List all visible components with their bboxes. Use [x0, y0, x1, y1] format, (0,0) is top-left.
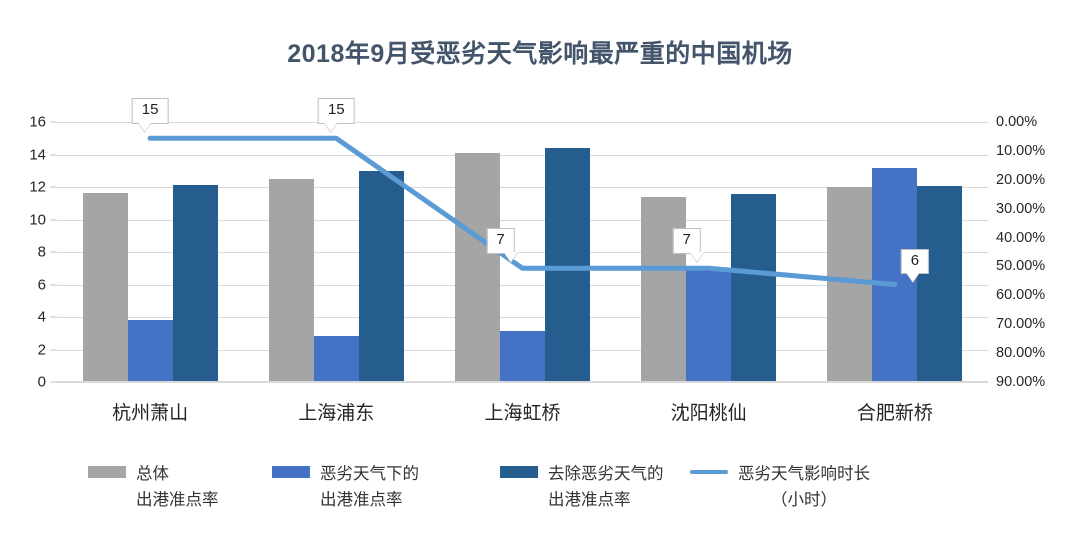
left-axis-tick-mark	[50, 251, 57, 253]
left-axis-tick-mark	[50, 154, 57, 155]
bar-total	[455, 152, 500, 382]
legend-label: 恶劣天气下的 出港准点率	[320, 462, 419, 513]
legend-label: 总体 出港准点率	[136, 462, 219, 513]
left-axis-tick-label: 2	[37, 341, 46, 358]
legend-label-line2: 出港准点率	[320, 490, 403, 509]
right-axis-tick-label: 0.00%	[996, 114, 1038, 130]
legend-label: 恶劣天气影响时长 （小时）	[738, 462, 870, 513]
bar-total	[641, 196, 687, 382]
left-axis-tick-label: 0	[37, 373, 46, 391]
left-axis-tick-label: 8	[37, 243, 46, 261]
legend-label-line1: 总体	[136, 465, 169, 483]
bar-bad	[127, 320, 173, 382]
left-axis-tick-mark	[50, 381, 57, 383]
left-axis-tick-mark	[50, 121, 57, 123]
left-axis-tick-mark	[50, 316, 57, 318]
legend-color-swatch	[272, 466, 310, 478]
legend-label-line2: 出港准点率	[136, 490, 219, 509]
bar-excl	[917, 186, 963, 382]
legend-item[interactable]: 恶劣天气下的 出港准点率	[272, 462, 419, 513]
legend-item[interactable]: 去除恶劣天气的 出港准点率	[500, 462, 664, 513]
category-label: 上海虹桥	[484, 403, 561, 424]
legend-label-line2: 出港准点率	[548, 490, 631, 509]
bar-total	[268, 178, 314, 382]
right-axis-tick-label: 90.00%	[996, 374, 1046, 390]
right-axis-tick-label: 20.00%	[996, 171, 1046, 188]
data-label-callout: 6	[900, 248, 930, 282]
bar-excl	[731, 194, 777, 382]
right-axis-tick-label: 80.00%	[996, 345, 1046, 362]
right-axis-tick-label: 60.00%	[996, 287, 1046, 304]
right-axis-tick-label: 50.00%	[996, 258, 1046, 275]
bar-excl	[545, 148, 590, 382]
legend-label-line1: 去除恶劣天气的	[548, 465, 664, 483]
data-label-callout: 7	[672, 228, 704, 262]
right-axis-tick-label: 40.00%	[996, 229, 1046, 246]
bar-bad	[313, 335, 359, 382]
left-axis-tick-mark	[50, 186, 57, 188]
category-label: 合肥新桥	[856, 403, 933, 424]
left-axis-tick-label: 4	[37, 308, 46, 326]
gridline	[57, 382, 988, 383]
left-axis-tick-mark	[50, 219, 57, 220]
right-axis-tick-label: 30.00%	[996, 200, 1046, 217]
data-label-callout: 7	[486, 228, 518, 262]
left-axis-tick-label: 6	[37, 276, 46, 293]
legend-line-swatch	[690, 470, 728, 474]
data-label-callout: 15	[131, 98, 169, 132]
gridline	[57, 317, 988, 318]
callout-tail	[503, 251, 518, 262]
right-axis-tick-label: 70.00%	[996, 316, 1046, 333]
callout-tail	[689, 251, 704, 262]
callout-tail	[905, 272, 920, 282]
data-label-callout: 15	[317, 98, 355, 132]
legend-label: 去除恶劣天气的 出港准点率	[548, 462, 664, 513]
legend-item[interactable]: 总体 出港准点率	[88, 462, 219, 513]
bar-total	[82, 192, 128, 382]
left-axis-tick-label: 10	[29, 211, 46, 228]
legend-label-line1: 恶劣天气下的	[320, 465, 419, 483]
category-label: 沈阳桃仙	[670, 403, 747, 424]
bar-bad	[686, 269, 732, 382]
legend-color-swatch	[500, 466, 538, 478]
legend-item[interactable]: 恶劣天气影响时长 （小时）	[690, 462, 870, 513]
left-axis-tick-label: 12	[29, 178, 46, 196]
legend-color-swatch	[88, 466, 126, 478]
bar-excl	[358, 170, 404, 382]
left-axis-tick-mark	[50, 349, 57, 350]
bar-total	[827, 187, 873, 382]
right-axis-tick-label: 10.00%	[996, 142, 1046, 159]
category-label: 上海浦东	[298, 403, 375, 424]
chart-legend: 总体 出港准点率 恶劣天气下的 出港准点率 去除恶劣天气的 出港准点率 恶劣天气影响时长 （小…	[0, 462, 1080, 542]
category-axis-line	[57, 381, 988, 382]
duration-line-path	[147, 135, 898, 287]
gridline	[57, 154, 988, 156]
category-label: 杭州萧山	[112, 403, 189, 424]
gridline	[57, 122, 988, 123]
bar-bad	[500, 330, 545, 382]
bar-excl	[172, 185, 218, 382]
legend-label-line1: 恶劣天气影响时长	[738, 465, 870, 483]
chart-title: 2018年9月受恶劣天气影响最严重的中国机场	[287, 40, 793, 68]
left-axis-tick-label: 16	[29, 113, 46, 131]
callout-tail	[137, 121, 152, 132]
left-axis-tick-mark	[50, 284, 57, 285]
plot-area	[57, 122, 988, 383]
left-axis-tick-label: 14	[29, 146, 46, 163]
legend-label-line2: （小时）	[771, 490, 837, 509]
callout-tail	[323, 121, 338, 132]
